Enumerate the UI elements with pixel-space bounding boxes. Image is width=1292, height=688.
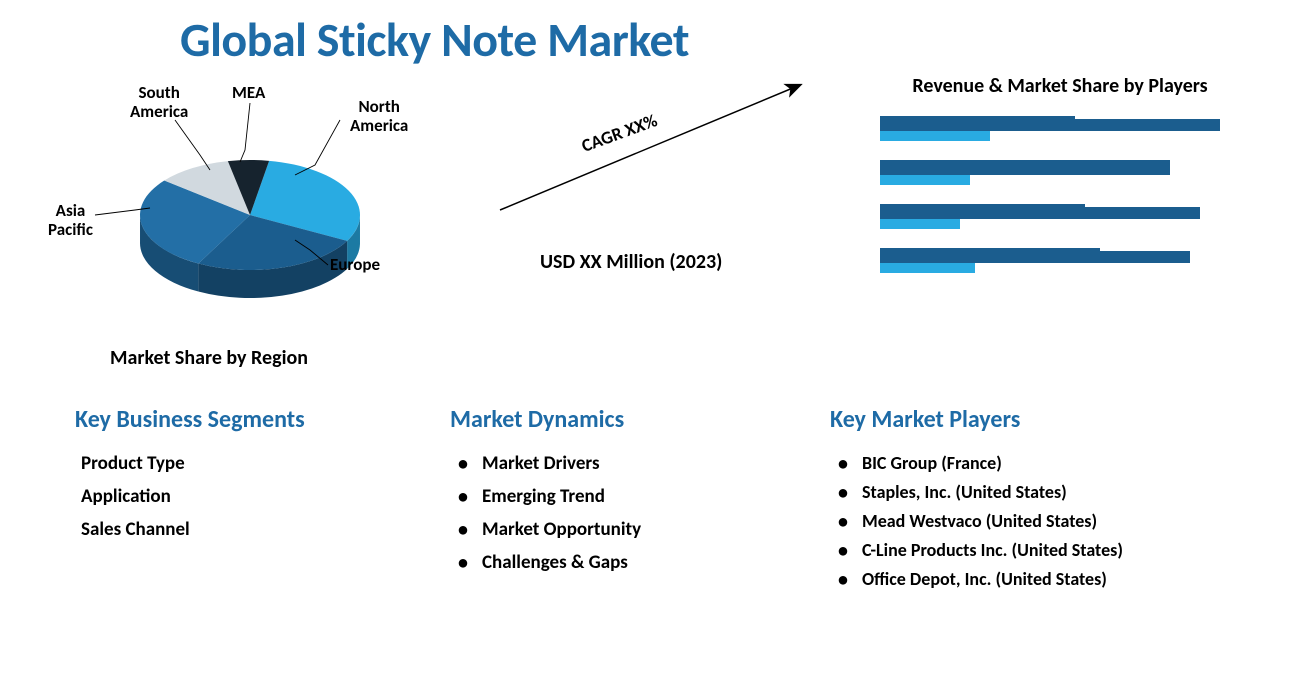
dynamics-item: Emerging Trend (454, 485, 810, 508)
pie-leader-lines (60, 80, 440, 340)
player-bar-row (880, 116, 1240, 160)
key-players-list: BIC Group (France) Staples, Inc. (United … (830, 452, 1190, 590)
key-player-item: BIC Group (France) (834, 452, 1190, 474)
usd-value: USD XX Million (2023) (540, 250, 722, 274)
segments-list: Product Type Application Sales Channel (75, 452, 435, 541)
player-bars-chart: Revenue & Market Share by Players (880, 74, 1240, 292)
pie-chart: NorthAmerica MEA SouthAmerica AsiaPacifi… (60, 80, 440, 370)
dynamics-item: Market Drivers (454, 452, 810, 475)
page-title: Global Sticky Note Market (180, 10, 689, 69)
key-players-heading: Key Market Players (830, 405, 1190, 434)
dynamics-item: Challenges & Gaps (454, 551, 810, 574)
player-bar-row (880, 248, 1240, 292)
key-player-item: Staples, Inc. (United States) (834, 481, 1190, 503)
player-bars-title: Revenue & Market Share by Players (880, 74, 1240, 98)
dynamics-column: Market Dynamics Market Drivers Emerging T… (450, 405, 810, 584)
cagr-arrow-icon (480, 70, 830, 250)
player-bar-row (880, 160, 1240, 204)
segments-column: Key Business Segments Product Type Applic… (75, 405, 435, 551)
segments-heading: Key Business Segments (75, 405, 435, 434)
pie-caption: Market Share by Region (110, 346, 308, 370)
cagr-arrow-block: CAGR XX% (480, 70, 830, 280)
key-player-item: Mead Westvaco (United States) (834, 510, 1190, 532)
key-players-column: Key Market Players BIC Group (France) Sta… (830, 405, 1190, 597)
dynamics-item: Market Opportunity (454, 518, 810, 541)
segments-item: Application (81, 485, 435, 508)
key-player-item: Office Depot, Inc. (United States) (834, 568, 1190, 590)
dynamics-list: Market Drivers Emerging Trend Market Oppor… (450, 452, 810, 574)
segments-item: Product Type (81, 452, 435, 475)
key-player-item: C-Line Products Inc. (United States) (834, 539, 1190, 561)
player-bar-row (880, 204, 1240, 248)
dynamics-heading: Market Dynamics (450, 405, 810, 434)
segments-item: Sales Channel (81, 518, 435, 541)
